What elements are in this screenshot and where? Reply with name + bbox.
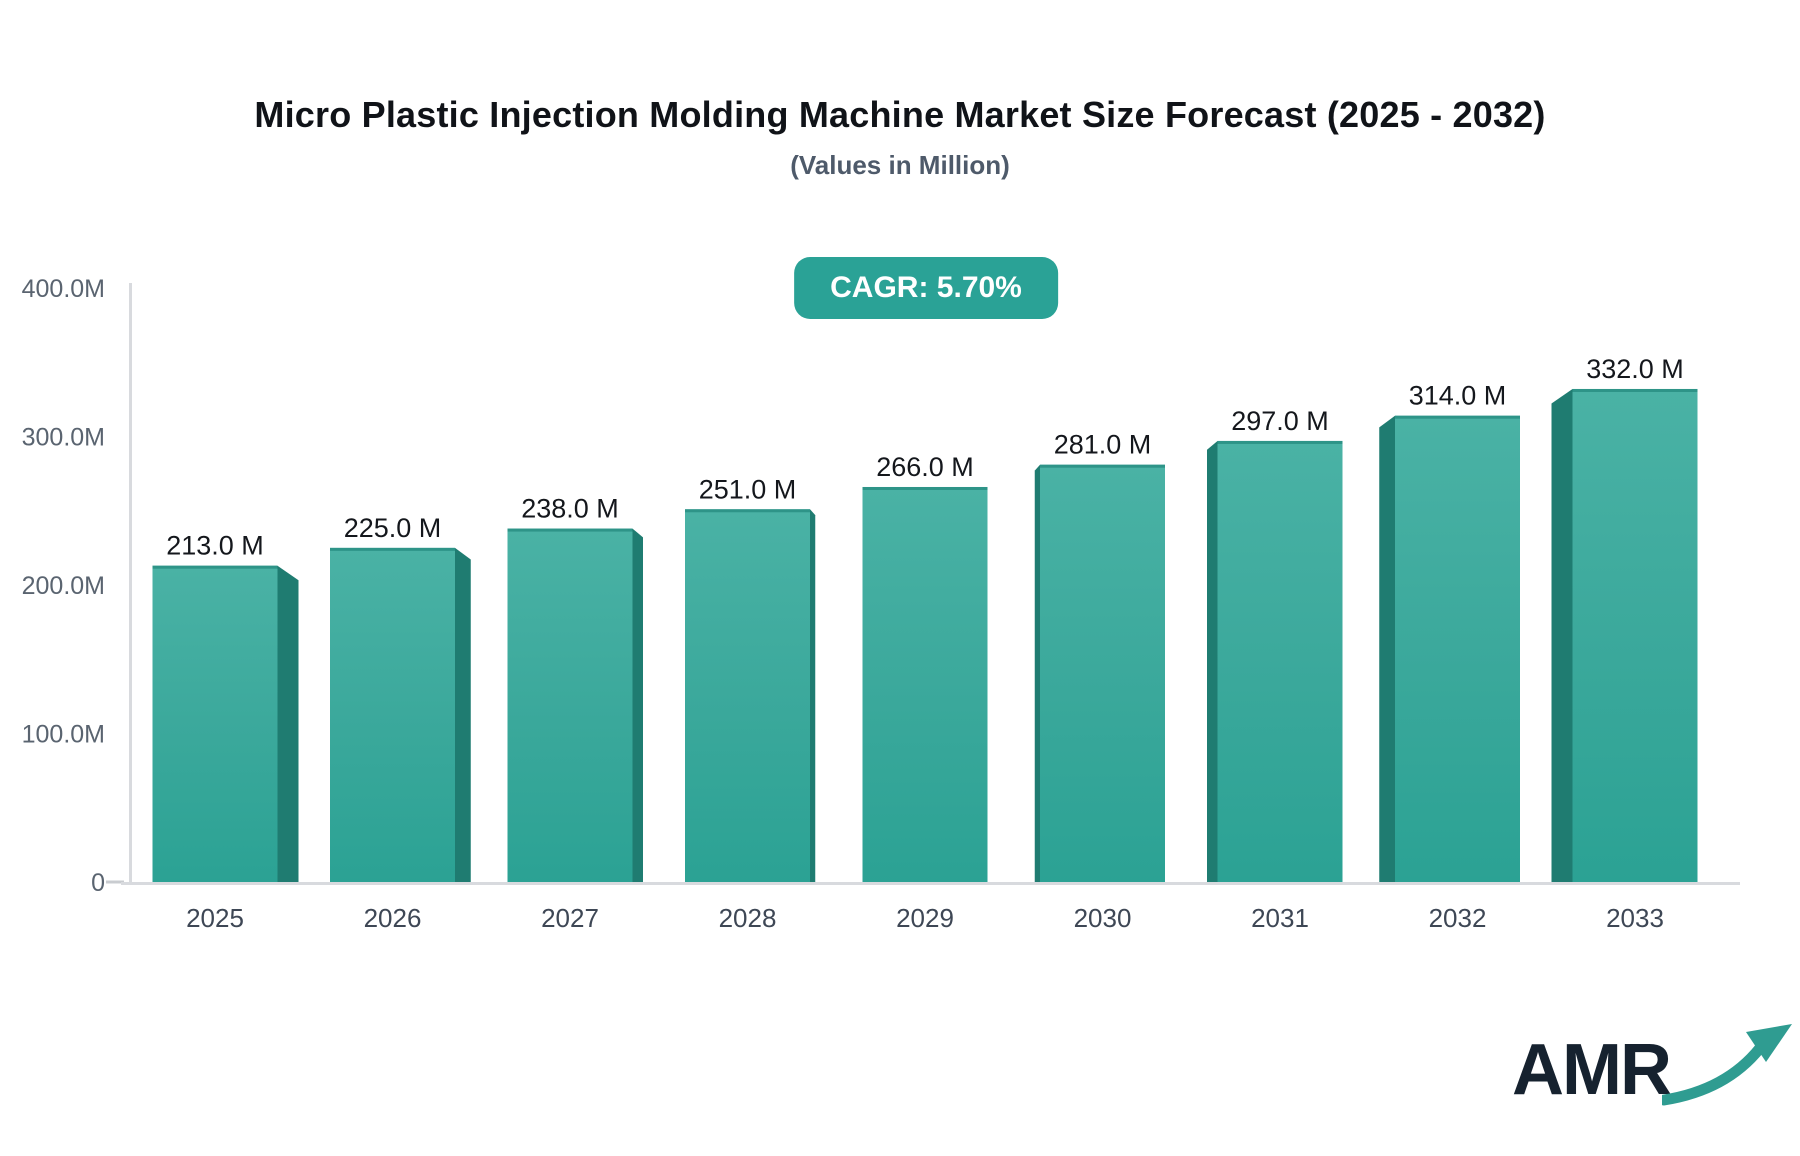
bar-side-face (632, 528, 643, 882)
bar-front-face (1217, 440, 1343, 882)
logo-text: AMR (1512, 1030, 1672, 1110)
bar-front-face (330, 547, 455, 882)
bar-side-face (810, 509, 816, 882)
x-axis-category-label: 2030 (1074, 903, 1132, 933)
bar-front-face (1040, 464, 1165, 882)
y-axis-tick-label: 200.0M (22, 572, 105, 600)
bar-top-edge (330, 547, 455, 551)
chart-subtitle: (Values in Million) (790, 150, 1010, 180)
bar-top-edge (507, 528, 633, 532)
bar-front-face (152, 565, 278, 882)
y-axis-tick-label: 400.0M (22, 275, 105, 303)
bar-front-face (1395, 415, 1520, 882)
bar-group-2029: 266.0 M 2029 (862, 452, 988, 933)
bar-value-label: 225.0 M (344, 513, 442, 543)
x-axis-category-label: 2032 (1429, 903, 1487, 933)
chart-title: Micro Plastic Injection Molding Machine … (254, 94, 1546, 135)
bar-group-2031: 297.0 M 2031 (1207, 406, 1343, 933)
bar-side-face (277, 565, 299, 882)
bar-value-label: 251.0 M (699, 474, 797, 504)
bar-side-face (455, 547, 471, 882)
bar-front-face (507, 528, 633, 882)
x-axis-category-label: 2026 (364, 903, 422, 933)
y-axis-tick-label: 300.0M (22, 424, 105, 452)
bar-side-face (1551, 388, 1573, 882)
y-axis-tick-label: 100.0M (22, 721, 105, 749)
bar-top-edge (1217, 440, 1343, 444)
cagr-badge: CAGR: 5.70% (794, 257, 1058, 319)
x-axis-category-label: 2031 (1251, 903, 1309, 933)
y-axis-tick-label: 0 (91, 869, 105, 897)
x-axis-category-label: 2029 (896, 903, 954, 933)
bar-front-face (1572, 388, 1698, 882)
bar-group-2028: 251.0 M 2028 (685, 474, 816, 933)
bar-value-label: 332.0 M (1586, 354, 1684, 384)
bar-value-label: 266.0 M (876, 452, 974, 482)
bar-top-edge (152, 565, 278, 569)
logo: AMR (1512, 1022, 1792, 1118)
bar-top-edge (1572, 388, 1698, 392)
bar-side-face (1207, 440, 1218, 882)
bar-side-face (1034, 464, 1040, 882)
bar-group-2030: 281.0 M 2030 (1034, 430, 1165, 933)
bar-group-2027: 238.0 M 2027 (507, 494, 643, 933)
bar-top-edge (1395, 415, 1520, 419)
bar-value-label: 238.0 M (521, 494, 619, 524)
bar-group-2025: 213.0 M 2025 (152, 531, 299, 933)
bar-value-label: 297.0 M (1231, 406, 1329, 436)
bar-value-label: 213.0 M (166, 531, 264, 561)
bar-front-face (862, 486, 988, 882)
bar-side-face (1379, 415, 1395, 882)
bar-value-label: 314.0 M (1409, 381, 1507, 411)
x-axis-category-label: 2033 (1606, 903, 1664, 933)
x-axis-category-label: 2027 (541, 903, 599, 933)
bar-group-2026: 225.0 M 2026 (330, 513, 471, 933)
bar-value-label: 281.0 M (1054, 430, 1152, 460)
bar-top-edge (1040, 464, 1165, 468)
bar-group-2033: 332.0 M 2033 (1551, 354, 1698, 933)
bar-top-edge (862, 486, 988, 490)
bar-group-2032: 314.0 M 2032 (1379, 381, 1520, 933)
bar-front-face (685, 509, 810, 882)
x-axis-category-label: 2025 (186, 903, 244, 933)
x-axis-category-label: 2028 (719, 903, 777, 933)
growth-arrow-icon (1662, 1024, 1792, 1106)
bar-top-edge (685, 509, 810, 513)
